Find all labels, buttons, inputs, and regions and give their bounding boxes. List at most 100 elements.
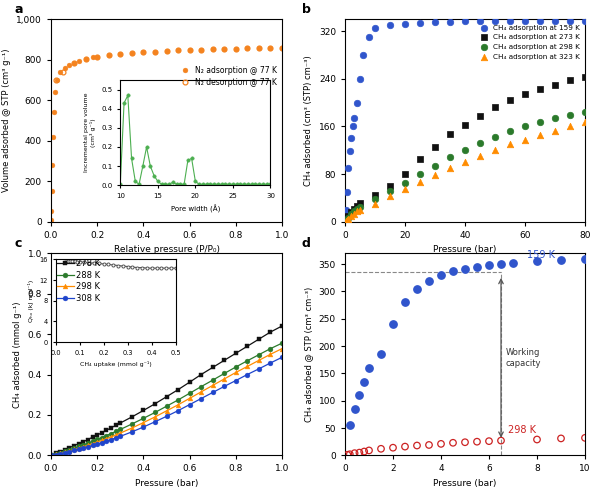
Point <box>460 438 470 446</box>
CH₄ adsorption at 323 K <box>490 147 500 154</box>
298 K <box>107 434 115 440</box>
Text: a: a <box>14 3 23 17</box>
Point <box>436 440 446 448</box>
Point <box>345 450 355 458</box>
N₂ adsorption @ 77 K <box>105 53 112 58</box>
N₂ adsorption @ 77 K <box>71 60 78 66</box>
308 K <box>66 449 73 455</box>
N₂ desorption @ 77 K <box>197 47 205 53</box>
278 K <box>107 425 115 431</box>
CH₄ adsorption at 159 K <box>341 206 350 214</box>
278 K <box>128 414 136 420</box>
Point <box>350 450 359 457</box>
288 K <box>85 440 92 446</box>
N₂ adsorption @ 77 K <box>186 47 193 53</box>
CH₄ adsorption at 159 K <box>385 21 395 29</box>
Legend: N₂ adsorption @ 77 K, N₂ desorption @ 77 K: N₂ adsorption @ 77 K, N₂ desorption @ 77… <box>176 64 278 88</box>
298 K <box>98 437 106 443</box>
288 K <box>221 371 228 376</box>
CH₄ adsorption at 298 K <box>490 132 500 140</box>
288 K <box>151 410 158 415</box>
Line: 278 K: 278 K <box>49 323 284 458</box>
CH₄ adsorption at 273 K <box>445 130 455 137</box>
288 K <box>267 346 274 352</box>
288 K <box>75 444 82 450</box>
N₂ desorption @ 77 K <box>232 46 239 52</box>
CH₄ adsorption at 159 K <box>535 17 545 24</box>
CH₄ adsorption at 159 K <box>565 17 575 24</box>
Point <box>580 434 590 442</box>
CH₄ adsorption at 159 K <box>445 18 455 26</box>
278 K <box>175 387 182 393</box>
298 K <box>61 449 68 455</box>
298 K <box>80 444 87 450</box>
278 K <box>209 364 216 370</box>
278 K <box>163 394 170 400</box>
308 K <box>256 366 263 372</box>
CH₄ adsorption at 298 K <box>460 147 470 154</box>
308 K <box>107 437 115 443</box>
N₂ adsorption @ 77 K <box>267 45 274 51</box>
N₂ desorption @ 77 K <box>128 50 136 56</box>
N₂ adsorption @ 77 K <box>82 56 89 62</box>
298 K <box>56 450 64 456</box>
CH₄ adsorption at 323 K <box>550 127 560 134</box>
Point <box>460 264 470 272</box>
308 K <box>175 408 182 413</box>
Point <box>508 259 518 267</box>
278 K <box>140 408 147 413</box>
CH₄ adsorption at 159 K <box>344 148 354 155</box>
288 K <box>244 358 251 364</box>
N₂ desorption @ 77 K <box>278 45 286 51</box>
CH₄ adsorption at 323 K <box>370 200 380 207</box>
298 K <box>52 451 59 457</box>
CH₄ adsorption at 323 K <box>385 192 395 200</box>
308 K <box>128 429 136 435</box>
288 K <box>61 449 68 454</box>
298 K <box>256 357 263 363</box>
CH₄ adsorption at 298 K <box>415 170 425 178</box>
CH₄ adsorption at 323 K <box>430 171 440 179</box>
N₂ desorption @ 77 K <box>105 53 112 58</box>
N₂ desorption @ 77 K <box>140 49 147 55</box>
CH₄ adsorption at 323 K <box>349 210 359 218</box>
Point <box>400 443 410 450</box>
Point <box>472 263 482 271</box>
CH₄ adsorption at 273 K <box>355 199 365 206</box>
298 K <box>47 452 55 458</box>
CH₄ adsorption at 323 K <box>445 164 455 172</box>
N₂ desorption @ 77 K <box>186 47 193 53</box>
288 K <box>71 445 78 451</box>
CH₄ adsorption at 298 K <box>565 111 575 118</box>
CH₄ adsorption at 273 K <box>550 81 560 89</box>
Point <box>412 285 422 293</box>
Y-axis label: Volume adsorbed @ STP (cm³ g⁻¹): Volume adsorbed @ STP (cm³ g⁻¹) <box>2 49 11 192</box>
278 K <box>232 350 239 356</box>
298 K <box>209 382 216 388</box>
Point <box>580 255 590 262</box>
Point <box>412 442 422 450</box>
CH₄ adsorption at 298 K <box>580 108 590 115</box>
N₂ adsorption @ 77 K <box>89 55 96 60</box>
N₂ desorption @ 77 K <box>256 45 263 51</box>
N₂ adsorption @ 77 K <box>128 50 136 56</box>
X-axis label: Relative pressure (P/P₀): Relative pressure (P/P₀) <box>113 245 220 254</box>
N₂ adsorption @ 77 K <box>94 54 101 60</box>
288 K <box>52 451 59 457</box>
CH₄ adsorption at 159 K <box>346 134 356 142</box>
278 K <box>85 437 92 443</box>
Point <box>345 421 355 429</box>
288 K <box>128 421 136 427</box>
N₂ desorption @ 77 K <box>71 60 78 66</box>
CH₄ adsorption at 159 K <box>370 24 380 32</box>
CH₄ adsorption at 273 K <box>370 191 380 199</box>
298 K <box>186 395 193 401</box>
N₂ adsorption @ 77 K <box>151 49 158 55</box>
CH₄ adsorption at 273 K <box>415 155 425 163</box>
288 K <box>66 447 73 452</box>
CH₄ adsorption at 298 K <box>475 139 485 147</box>
Text: c: c <box>14 237 22 250</box>
Point <box>359 378 369 386</box>
CH₄ adsorption at 323 K <box>400 185 410 193</box>
CH₄ adsorption at 159 K <box>349 113 359 121</box>
